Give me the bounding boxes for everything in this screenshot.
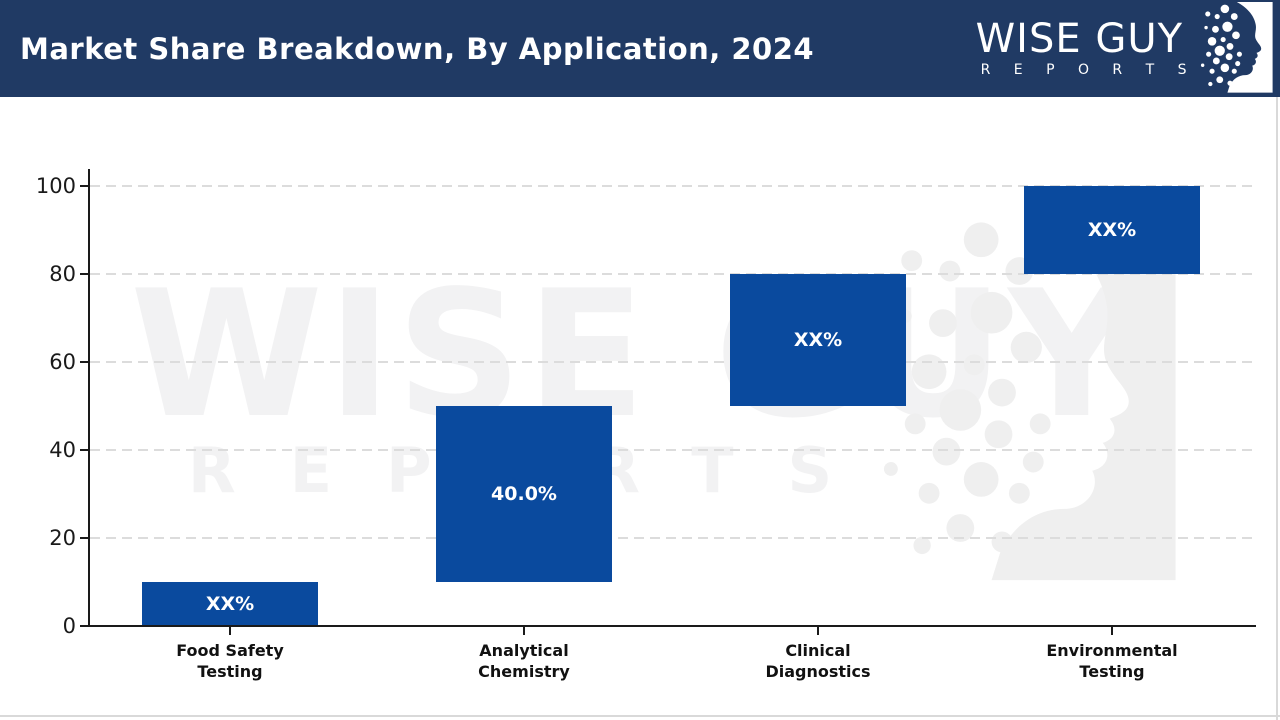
logo-brand-tagline: R E P O R T S [980, 62, 1196, 78]
logo-brand-name: WISE GUY [975, 16, 1184, 62]
bar-segment: XX% [1024, 186, 1200, 274]
x-tick-label-2: Clinical Diagnostics [765, 641, 871, 682]
logo-text: WISE GUY R E P O R T S [976, 19, 1196, 78]
x-tick-mark-3 [1111, 627, 1113, 635]
bar-value-label: XX% [205, 593, 255, 615]
x-tick-mark-0 [229, 627, 231, 635]
y-tick-mark-80 [80, 273, 88, 275]
gridline-40 [90, 449, 1253, 451]
x-tick-label-3: Environmental Testing [1046, 641, 1178, 682]
bar-value-label: 40.0% [491, 483, 557, 505]
header-bar: Market Share Breakdown, By Application, … [0, 0, 1280, 97]
gridline-80 [90, 273, 1253, 275]
bar-segment: XX% [142, 582, 318, 626]
y-axis-spine [88, 169, 90, 627]
y-tick-mark-40 [80, 449, 88, 451]
x-tick-label-1: Analytical Chemistry [478, 641, 570, 682]
x-tick-mark-1 [523, 627, 525, 635]
y-tick-label-100: 100 [35, 174, 76, 198]
y-tick-mark-100 [80, 185, 88, 187]
bar-segment: 40.0% [436, 406, 612, 582]
y-tick-mark-60 [80, 361, 88, 363]
y-tick-mark-0 [80, 625, 88, 627]
y-tick-label-60: 60 [49, 350, 76, 374]
bar-value-label: XX% [793, 329, 843, 351]
figure-bottom-edge [0, 715, 1280, 717]
y-tick-label-20: 20 [49, 526, 76, 550]
y-tick-label-40: 40 [49, 438, 76, 462]
gridline-100 [90, 185, 1253, 187]
wise-guy-logo: WISE GUY R E P O R T S [976, 0, 1274, 97]
x-tick-mark-2 [817, 627, 819, 635]
y-tick-label-80: 80 [49, 262, 76, 286]
chart-title: Market Share Breakdown, By Application, … [20, 31, 815, 66]
bar-value-label: XX% [1087, 219, 1137, 241]
logo-head-dots-icon [1186, 2, 1274, 96]
y-tick-mark-20 [80, 537, 88, 539]
bar-segment: XX% [730, 274, 906, 406]
figure-right-edge [1276, 97, 1278, 720]
x-tick-label-0: Food Safety Testing [176, 641, 284, 682]
gridline-60 [90, 361, 1253, 363]
y-tick-label-0: 0 [62, 614, 76, 638]
x-axis-spine [86, 625, 1256, 627]
gridline-20 [90, 537, 1253, 539]
